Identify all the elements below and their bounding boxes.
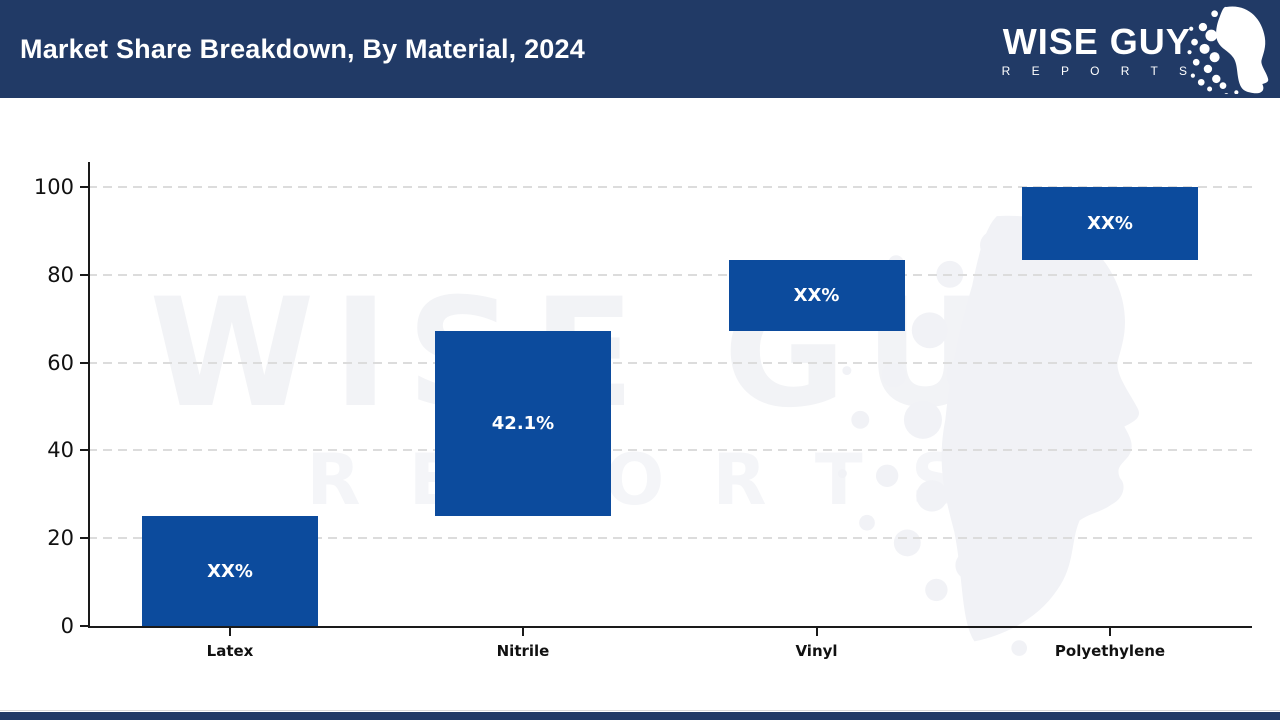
chart-area: WISE GUY R E P O R T S 0 20 40 60 80 100 XX% La… xyxy=(0,98,1280,712)
head-profile-logo-icon xyxy=(1182,2,1274,99)
x-category-label-polyethylene: Polyethylene xyxy=(1054,642,1166,660)
bar-nitrile: 42.1% xyxy=(435,331,611,517)
y-tick-20 xyxy=(80,537,88,540)
y-axis xyxy=(88,162,90,628)
wise-guy-reports-logo: WISE GUY R E P O R T S xyxy=(998,2,1274,99)
head-profile-watermark-icon xyxy=(828,196,1188,670)
y-tick-label-100: 100 xyxy=(33,175,74,199)
y-tick-label-60: 60 xyxy=(47,350,74,375)
y-tick-80 xyxy=(80,273,88,276)
bar-polyethylene: XX% xyxy=(1022,187,1198,260)
bar-vinyl: XX% xyxy=(728,259,905,332)
y-tick-label-20: 20 xyxy=(47,526,74,551)
x-category-label-latex: Latex xyxy=(206,642,254,660)
x-category-label-vinyl: Vinyl xyxy=(795,642,838,660)
gridline-40 xyxy=(88,449,1252,452)
watermark-subtitle: R E P O R T S xyxy=(306,439,974,521)
bar-value-label-latex: XX% xyxy=(207,560,253,582)
x-tick-nitrile xyxy=(522,628,524,636)
x-tick-vinyl xyxy=(815,628,818,636)
y-tick-label-40: 40 xyxy=(47,438,74,463)
y-tick-60 xyxy=(80,361,88,364)
y-tick-label-0: 0 xyxy=(60,614,74,638)
logo-wordmark: WISE GUY xyxy=(1002,20,1191,62)
x-category-label-nitrile: Nitrile xyxy=(496,642,550,660)
gridline-20 xyxy=(88,537,1252,540)
bar-value-label-nitrile: 42.1% xyxy=(491,413,555,435)
x-tick-polyethylene xyxy=(1109,628,1111,636)
logo-subtitle: R E P O R T S xyxy=(1001,63,1196,78)
x-tick-latex xyxy=(229,628,231,636)
logo-text: WISE GUY R E P O R T S xyxy=(998,20,1196,78)
bar-value-label-polyethylene: XX% xyxy=(1087,212,1133,234)
y-tick-0 xyxy=(80,625,88,627)
header-band: Market Share Breakdown, By Material, 202… xyxy=(0,0,1280,99)
y-tick-100 xyxy=(80,186,88,188)
page-title: Market Share Breakdown, By Material, 202… xyxy=(20,33,585,64)
y-tick-label-80: 80 xyxy=(47,262,74,287)
gridline-80 xyxy=(88,273,1252,276)
footer-band xyxy=(0,712,1280,720)
gridline-100 xyxy=(88,186,1252,188)
gridline-60 xyxy=(88,361,1252,364)
x-axis xyxy=(88,626,1252,628)
bar-latex: XX% xyxy=(142,516,318,626)
y-tick-40 xyxy=(80,449,88,452)
footer-divider xyxy=(0,710,1280,711)
bar-value-label-vinyl: XX% xyxy=(793,285,840,307)
